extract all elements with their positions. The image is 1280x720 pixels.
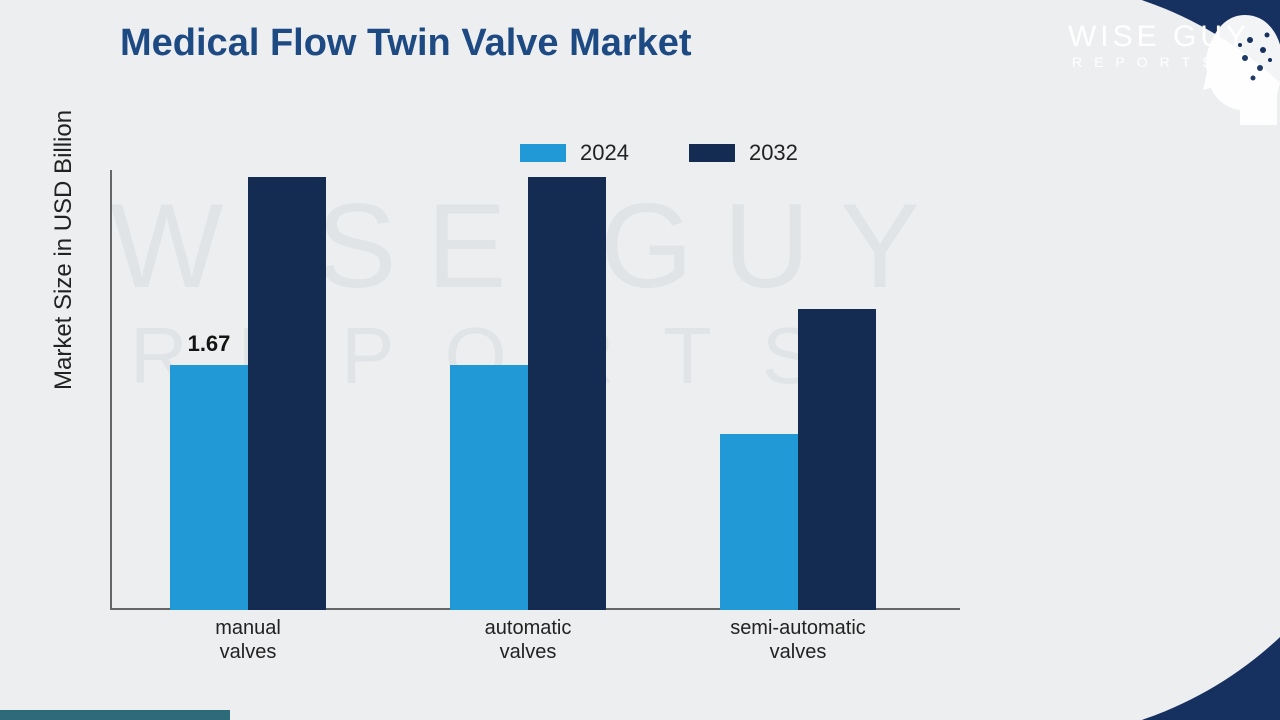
y-axis-label: Market Size in USD Billion — [50, 110, 78, 390]
legend-item-2024: 2024 — [520, 140, 629, 166]
chart-title: Medical Flow Twin Valve Market — [120, 22, 692, 65]
chart-canvas: WISE GUY REPORTS Medical Flow Twin Valve… — [0, 0, 1280, 720]
x-axis-category-label: automaticvalves — [428, 610, 628, 664]
bar — [720, 434, 798, 610]
bar-value-label: 1.67 — [160, 331, 258, 357]
legend-label: 2032 — [749, 140, 798, 166]
bar — [450, 365, 528, 610]
brand-logo: WISE GUY REPORTS — [1068, 20, 1250, 70]
y-axis-line — [110, 170, 112, 610]
logo-line1: WISE GUY — [1068, 20, 1250, 54]
bar — [170, 365, 248, 610]
legend: 2024 2032 — [520, 140, 798, 166]
bar — [528, 177, 606, 610]
logo-line2: REPORTS — [1068, 54, 1250, 70]
legend-swatch — [520, 144, 566, 162]
legend-label: 2024 — [580, 140, 629, 166]
legend-swatch — [689, 144, 735, 162]
legend-item-2032: 2032 — [689, 140, 798, 166]
bar — [248, 177, 326, 610]
x-axis-category-label: semi-automaticvalves — [698, 610, 898, 664]
bottom-accent-bar — [0, 710, 230, 720]
x-axis-category-label: manualvalves — [148, 610, 348, 664]
chart-plot-area: manualvalvesautomaticvalvessemi-automati… — [110, 170, 960, 610]
bar — [798, 309, 876, 610]
